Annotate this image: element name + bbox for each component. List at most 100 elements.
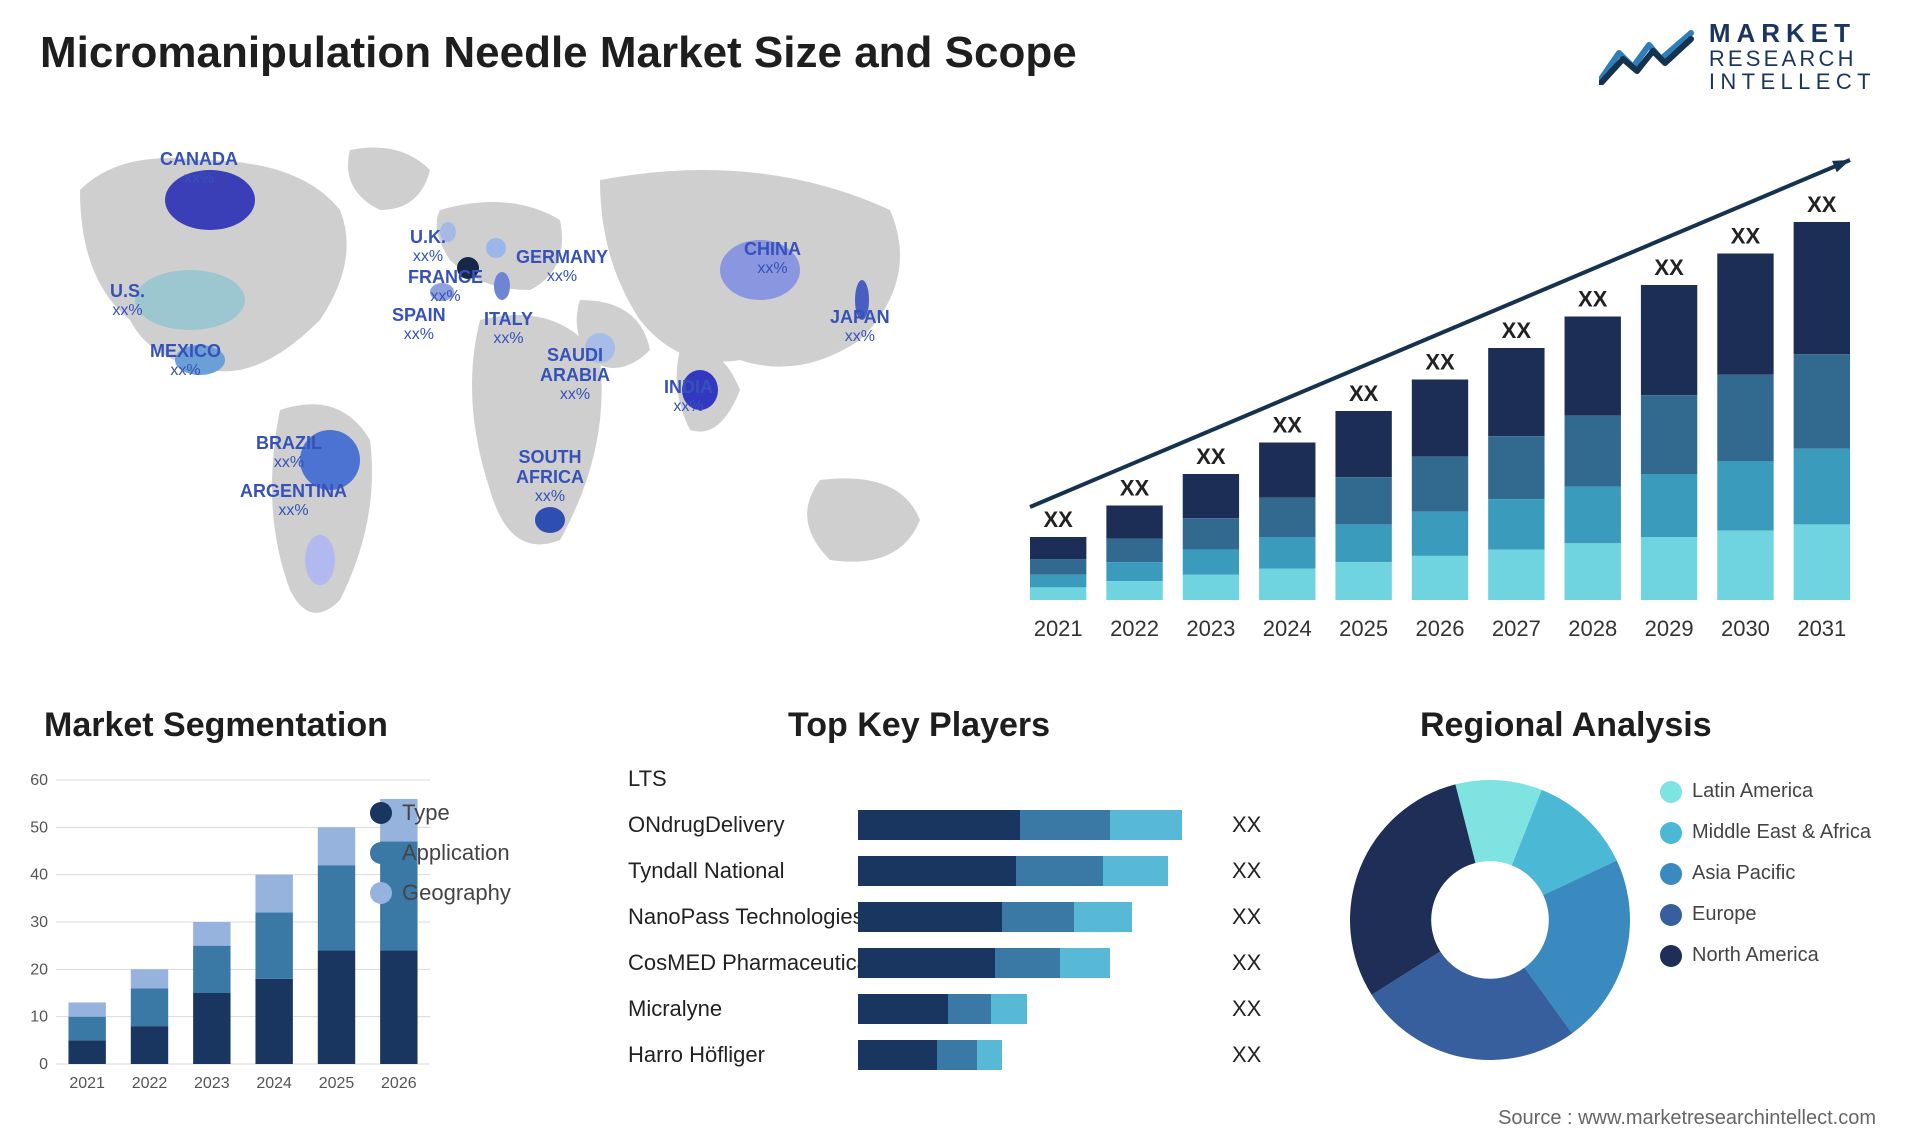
map-country-label: CANADAxx% [160,150,238,187]
market-size-bar-chart: XX 2021 XX 2022 XX 2023 XX 2024 XX 2025 XX 2026 XX 20… [1000,140,1870,650]
map-country-label: SOUTHAFRICAxx% [516,448,584,505]
player-value-label: XX [1232,812,1261,838]
svg-text:XX: XX [1654,255,1684,280]
regional-legend-item: Middle East & Africa [1660,821,1871,844]
map-country-label: SPAINxx% [392,306,446,343]
map-country-label: SAUDIARABIAxx% [540,346,610,403]
svg-text:2022: 2022 [132,1075,168,1092]
svg-text:2023: 2023 [1186,616,1235,641]
svg-text:30: 30 [30,914,48,931]
svg-text:XX: XX [1502,318,1532,343]
svg-text:2028: 2028 [1568,616,1617,641]
svg-text:2026: 2026 [381,1075,417,1092]
player-bar [858,994,1218,1024]
world-map: CANADAxx% U.S.xx%MEXICOxx% BRAZILxx% ARGENT… [40,120,970,660]
map-country-label: MEXICOxx% [150,342,221,379]
regional-legend-item: Europe [1660,903,1871,926]
svg-text:2021: 2021 [69,1075,105,1092]
svg-text:2027: 2027 [1492,616,1541,641]
map-country-label: ARGENTINAxx% [240,482,347,519]
player-row: Micralyne XX [628,988,1308,1030]
regional-donut-chart [1340,770,1640,1070]
player-bar [858,902,1218,932]
player-value-label: XX [1232,904,1261,930]
map-country-label: CHINAxx% [744,240,801,277]
player-row: ONdrugDelivery XX [628,804,1308,846]
player-row: NanoPass Technologies XX [628,896,1308,938]
regional-legend-item: Latin America [1660,780,1871,803]
map-country-label: FRANCExx% [408,268,483,305]
player-row: Harro Höfliger XX [628,1034,1308,1076]
svg-text:XX: XX [1196,444,1226,469]
segmentation-legend: Type Application Geography [370,800,511,906]
svg-text:XX: XX [1425,350,1455,375]
map-country-label: JAPANxx% [830,308,890,345]
player-bar [858,1040,1218,1070]
svg-text:XX: XX [1044,507,1074,532]
player-value-label: XX [1232,950,1261,976]
map-country-label: ITALYxx% [484,310,533,347]
logo-text-line1: MARKET [1709,20,1876,47]
source-attribution: Source : www.marketresearchintellect.com [1498,1107,1876,1130]
svg-text:2025: 2025 [319,1075,355,1092]
svg-text:2031: 2031 [1797,616,1846,641]
segmentation-legend-item: Application [370,840,511,866]
regional-legend: Latin America Middle East & Africa Asia Pa… [1660,780,1871,967]
svg-text:2024: 2024 [256,1075,292,1092]
svg-text:2030: 2030 [1721,616,1770,641]
players-heading: Top Key Players [788,706,1050,745]
logo-text-line3: INTELLECT [1709,70,1876,93]
regional-heading: Regional Analysis [1420,706,1712,745]
svg-text:10: 10 [30,1009,48,1026]
regional-legend-item: North America [1660,944,1871,967]
player-name: LTS [628,766,858,792]
player-bar [858,810,1218,840]
player-name: Harro Höfliger [628,1042,858,1068]
player-value-label: XX [1232,996,1261,1022]
svg-text:0: 0 [39,1056,48,1073]
svg-text:XX: XX [1807,192,1837,217]
svg-text:40: 40 [30,867,48,884]
segmentation-legend-item: Type [370,800,511,826]
svg-text:50: 50 [30,819,48,836]
player-bar [858,948,1218,978]
svg-text:XX: XX [1349,381,1379,406]
player-name: Micralyne [628,996,858,1022]
player-name: CosMED Pharmaceutical [628,950,858,976]
player-value-label: XX [1232,1042,1261,1068]
segmentation-heading: Market Segmentation [44,706,388,745]
logo-mark-icon [1599,29,1695,85]
map-country-label: U.K.xx% [410,228,446,265]
player-bar [858,764,1218,794]
player-bar [858,856,1218,886]
svg-text:XX: XX [1273,413,1303,438]
page-title: Micromanipulation Needle Market Size and… [40,28,1077,78]
player-value-label: XX [1232,858,1261,884]
svg-text:2024: 2024 [1263,616,1312,641]
svg-text:2022: 2022 [1110,616,1159,641]
player-name: Tyndall National [628,858,858,884]
svg-text:2023: 2023 [194,1075,230,1092]
regional-legend-item: Asia Pacific [1660,862,1871,885]
svg-text:XX: XX [1731,224,1761,249]
map-country-label: U.S.xx% [110,282,145,319]
player-name: ONdrugDelivery [628,812,858,838]
map-country-label: BRAZILxx% [256,434,322,471]
map-country-label: INDIAxx% [664,378,713,415]
svg-text:XX: XX [1120,476,1150,501]
player-name: NanoPass Technologies [628,904,858,930]
segmentation-legend-item: Geography [370,880,511,906]
svg-text:XX: XX [1578,287,1608,312]
svg-text:2025: 2025 [1339,616,1388,641]
players-chart: LTSONdrugDeliveryXXTyndall NationalXXNan… [628,758,1308,1098]
logo-text-line2: RESEARCH [1709,47,1876,70]
player-row: CosMED Pharmaceutical XX [628,942,1308,984]
svg-text:20: 20 [30,961,48,978]
map-country-label: GERMANYxx% [516,248,608,285]
svg-text:2021: 2021 [1034,616,1083,641]
svg-text:60: 60 [30,772,48,789]
svg-text:2026: 2026 [1416,616,1465,641]
player-row: LTS [628,758,1308,800]
player-row: Tyndall National XX [628,850,1308,892]
brand-logo: MARKET RESEARCH INTELLECT [1599,20,1876,93]
